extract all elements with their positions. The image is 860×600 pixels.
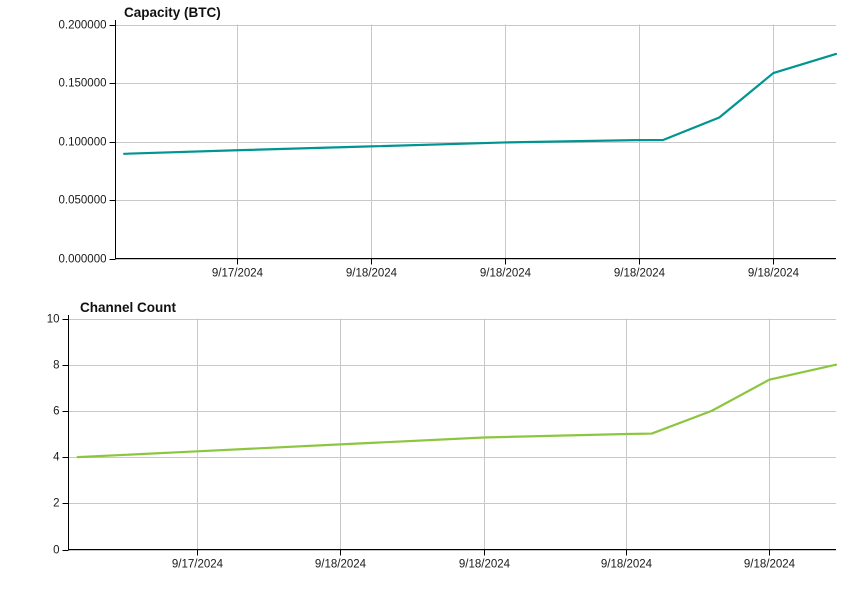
channels-y-tick-label: 10	[47, 314, 60, 326]
channels-x-tick-label: 9/18/2024	[315, 559, 367, 571]
channels-y-tick-label: 2	[53, 498, 59, 510]
channel-count-x-axis-ticks: 9/17/2024 9/18/2024 9/18/2024 9/18/2024 9/18…	[172, 549, 796, 571]
capacity-y-axis-ticks: 0.200000 0.150000 0.100000 0.050000 0.000000	[59, 20, 116, 266]
channel-count-y-axis-ticks: 10 8 6 4 2 0	[47, 314, 69, 557]
capacity-x-tick-label: 9/18/2024	[748, 268, 800, 280]
chart-panel-channels: Channel Count 10 8 6 4 2 0 9/17/2024 9/18/2024…	[0, 295, 860, 600]
capacity-chart-title: Capacity (BTC)	[124, 5, 221, 20]
chart-panel-capacity: Capacity (BTC) 0.200000 0.150000 0.100000 0…	[0, 0, 860, 295]
channel-count-chart-svg: Channel Count 10 8 6 4 2 0 9/17/2024 9/18/2024…	[47, 300, 838, 571]
channels-y-tick-label: 4	[53, 452, 60, 464]
capacity-y-tick-label: 0.000000	[59, 254, 107, 266]
channels-y-tick-label: 0	[53, 545, 59, 557]
channels-x-tick-label: 9/18/2024	[744, 559, 796, 571]
capacity-y-tick-label: 0.150000	[59, 78, 107, 90]
capacity-y-tick-label: 0.100000	[59, 137, 107, 149]
channels-x-tick-label: 9/17/2024	[172, 559, 224, 571]
capacity-chart-svg: Capacity (BTC) 0.2000000.1500000.1000000…	[59, 5, 838, 280]
capacity-x-tick-label: 9/17/2024	[212, 268, 264, 280]
capacity-x-gridlines	[237, 24, 774, 259]
capacity-x-tick-label: 9/18/2024	[614, 268, 666, 280]
channel-count-x-gridlines	[197, 318, 770, 550]
channel-count-chart-title: Channel Count	[80, 300, 176, 315]
channels-x-tick-label: 9/18/2024	[601, 559, 653, 571]
channel-count-series-line	[76, 363, 838, 459]
channel-count-gridlines	[68, 319, 836, 551]
capacity-x-tick-label: 9/18/2024	[346, 268, 398, 280]
channels-y-tick-label: 6	[53, 406, 59, 418]
capacity-x-tick-label: 9/18/2024	[480, 268, 532, 280]
channels-x-tick-label: 9/18/2024	[459, 559, 511, 571]
capacity-y-tick-label: 0.050000	[59, 195, 107, 207]
capacity-x-axis-ticks: 9/17/2024 9/18/2024 9/18/2024 9/18/2024 9/18…	[212, 258, 800, 280]
capacity-series-line	[123, 52, 838, 155]
capacity-y-tick-label: 0.200000	[59, 20, 107, 32]
channels-y-tick-label: 8	[53, 360, 59, 372]
